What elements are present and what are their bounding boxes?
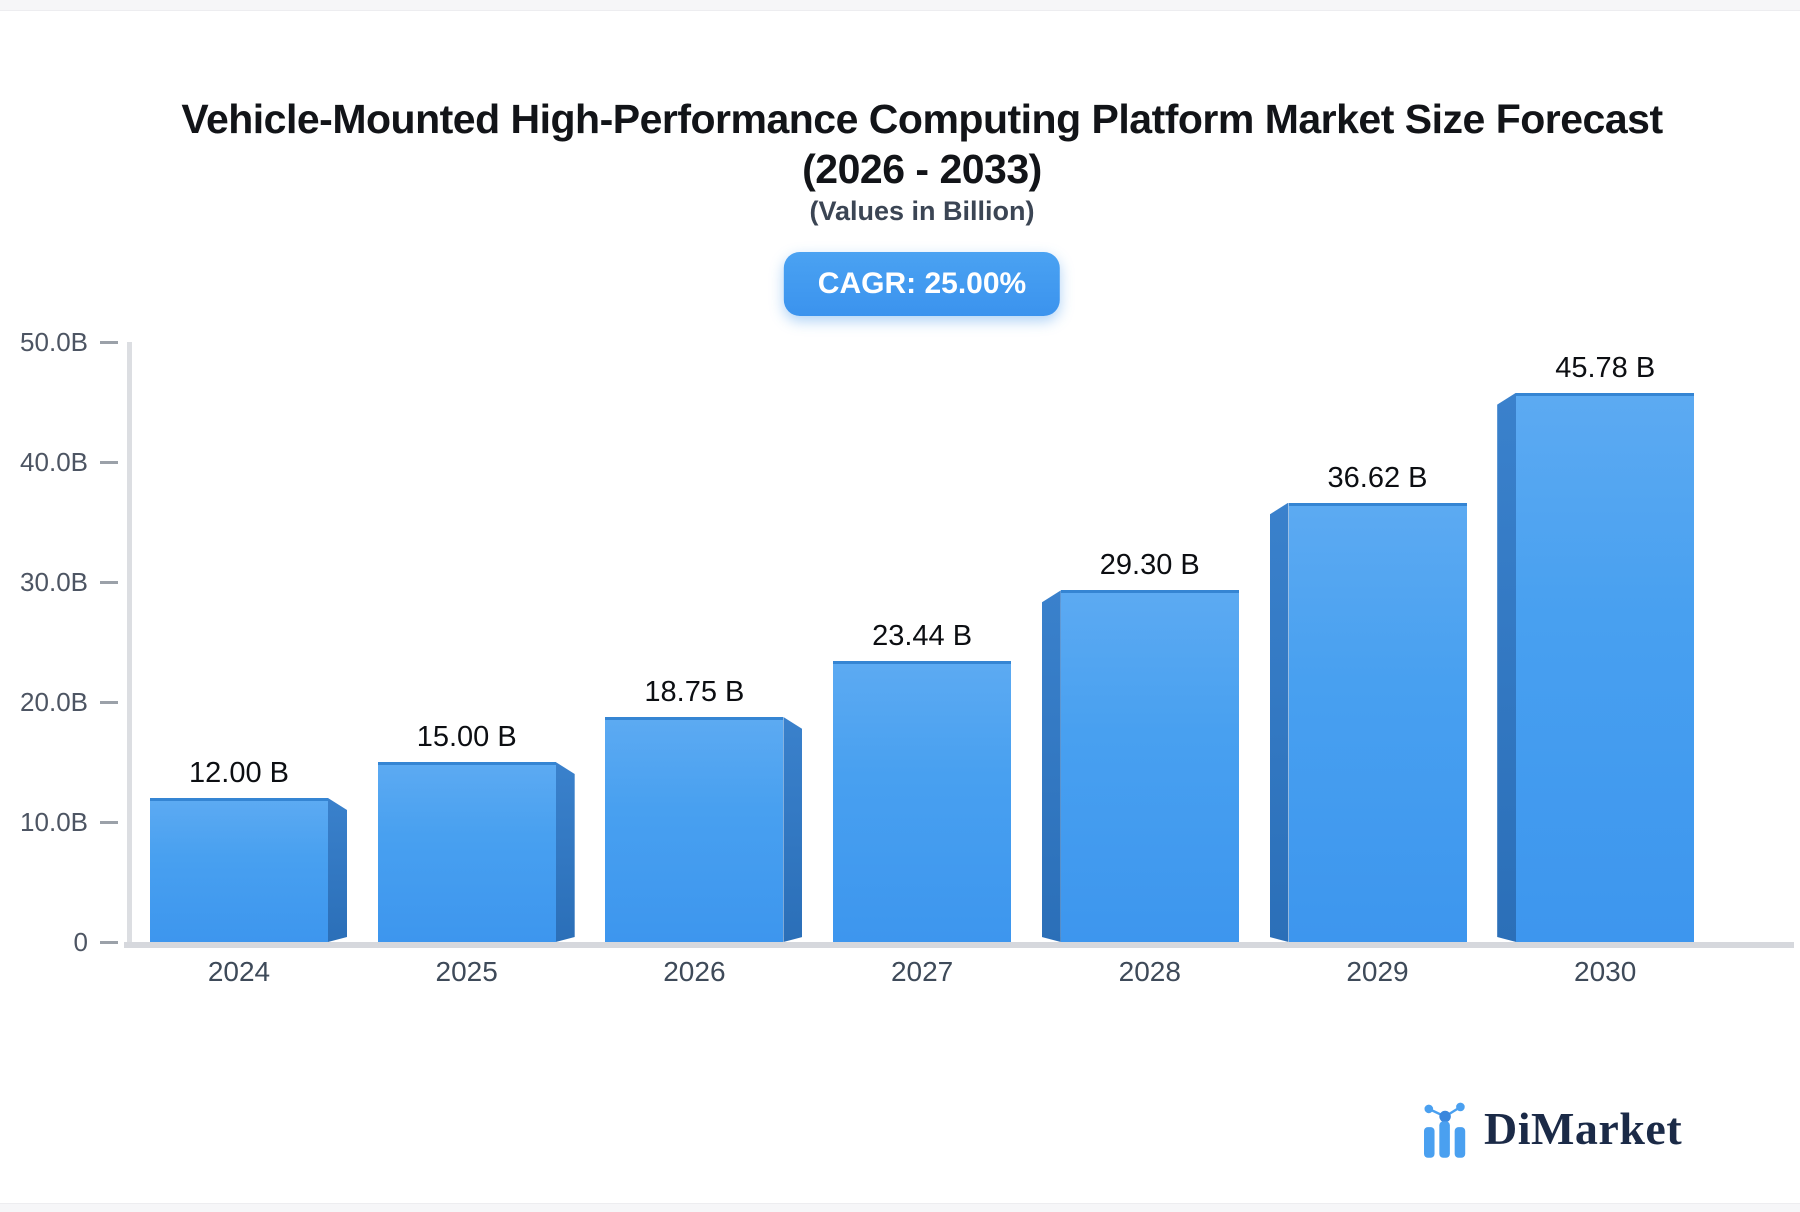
x-axis-label-2030: 2030 xyxy=(1574,956,1637,987)
y-axis-tick-label: 40.0B xyxy=(20,447,88,477)
chart-title: Vehicle-Mounted High-Performance Computi… xyxy=(40,94,1800,194)
y-axis-tick-mark xyxy=(100,580,118,584)
y-axis-tick-mark xyxy=(100,700,118,704)
x-axis-label-2028: 2028 xyxy=(1118,956,1181,987)
y-axis-tick-label: 0 xyxy=(73,927,88,957)
bar-value-label: 36.62 B xyxy=(1327,461,1428,494)
y-axis-tick-label: 20.0B xyxy=(20,687,88,717)
dimarket-logo-icon xyxy=(1424,1102,1466,1158)
bar-value-label: 18.75 B xyxy=(644,676,745,708)
bar-value-label: 29.30 B xyxy=(1099,549,1200,582)
x-axis-label-2027: 2027 xyxy=(890,956,954,987)
dimarket-logo-text: DiMarket xyxy=(1484,1103,1683,1154)
bar-3d-side xyxy=(328,798,347,942)
bar-3d-side xyxy=(783,717,802,942)
bar-2027 xyxy=(833,660,1012,942)
bar-2030 xyxy=(1516,392,1695,942)
y-axis-line xyxy=(127,342,132,948)
bar-2026 xyxy=(605,717,784,942)
chart-title-line1: Vehicle-Mounted High-Performance Computi… xyxy=(181,96,1663,142)
bar-value-label: 45.78 B xyxy=(1555,351,1656,384)
bar-2024 xyxy=(150,798,328,942)
bar-2029 xyxy=(1288,502,1467,942)
bar-value-label: 23.44 B xyxy=(872,619,973,652)
y-axis-tick-label: 50.0B xyxy=(20,327,88,357)
cagr-badge: CAGR: 25.00% xyxy=(783,252,1061,316)
bar-2028 xyxy=(1060,590,1239,942)
bar-value-label: 12.00 B xyxy=(189,757,289,789)
y-axis-tick-mark xyxy=(100,460,118,464)
x-axis-label-2025: 2025 xyxy=(435,956,498,987)
bar-2025 xyxy=(377,762,556,942)
y-axis-tick-mark xyxy=(100,820,118,824)
bar-3d-side xyxy=(1042,590,1061,942)
y-axis-tick-mark xyxy=(100,940,118,944)
bar-3d-side xyxy=(1270,503,1289,942)
y-axis-tick-label: 10.0B xyxy=(20,807,88,837)
x-axis-baseline xyxy=(124,942,1794,948)
bar-value-label: 15.00 B xyxy=(416,721,517,753)
chart-subtitle: (Values in Billion) xyxy=(809,196,1035,226)
x-axis-label-2029: 2029 xyxy=(1346,956,1409,987)
y-axis-tick-label: 30.0B xyxy=(20,567,88,597)
y-axis-tick-mark xyxy=(100,340,118,344)
bar-3d-side xyxy=(556,762,575,942)
x-axis-label-2026: 2026 xyxy=(663,956,726,987)
x-axis-label-2024: 2024 xyxy=(207,956,271,987)
bar-3d-side xyxy=(1497,393,1516,942)
chart-title-line2: (2026 - 2033) xyxy=(802,146,1042,192)
dimarket-logo: DiMarket xyxy=(1424,1098,1682,1160)
